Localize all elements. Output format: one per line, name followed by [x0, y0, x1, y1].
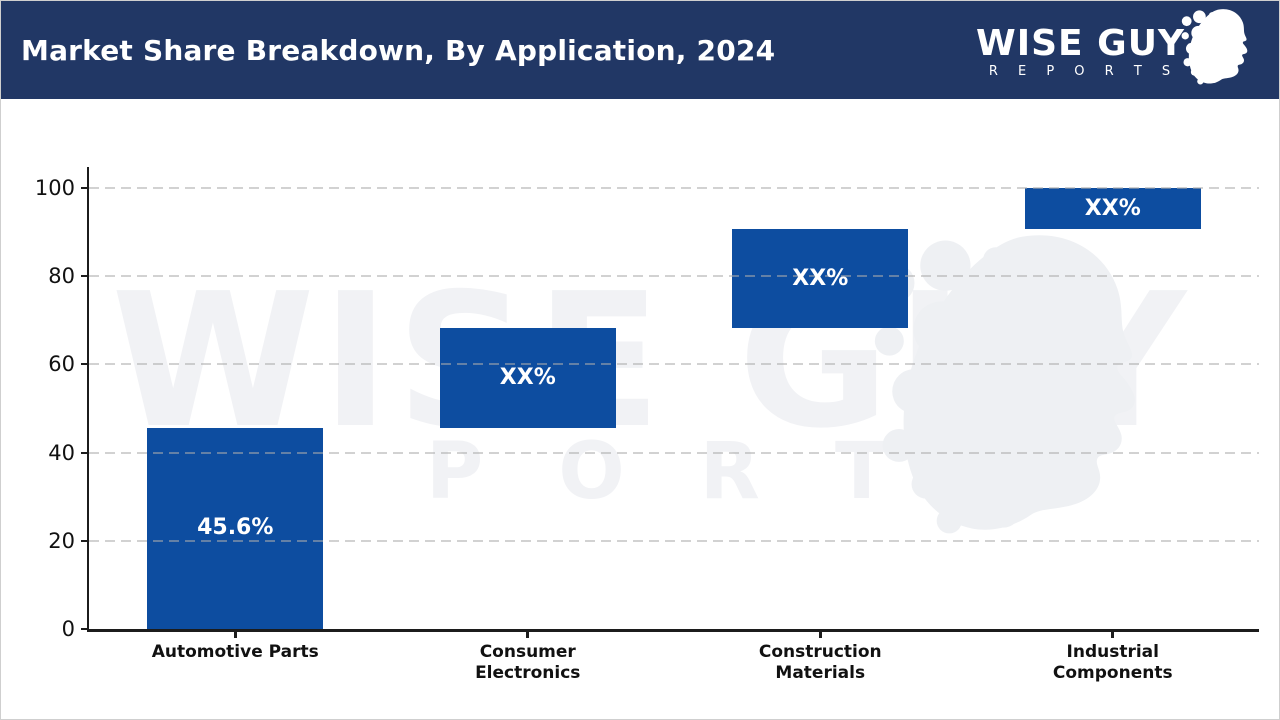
- y-tick-100: [81, 187, 89, 189]
- gridline-20: [89, 539, 1259, 542]
- x-label-consumer-electronics: Consumer Electronics: [475, 642, 581, 683]
- bar-industrial-components: [1024, 188, 1201, 229]
- y-tick-80: [81, 275, 89, 278]
- x-label-industrial-components: Industrial Components: [1052, 642, 1173, 683]
- wiseguy-logo: WISE GUY R E P O R T S: [976, 5, 1265, 97]
- y-tick-label-80: 80: [48, 264, 75, 289]
- y-tick-0: [81, 628, 89, 630]
- bar-value-label-construction-materials: XX%: [792, 265, 849, 291]
- y-tick-label-60: 60: [48, 352, 75, 377]
- x-tick-construction-materials: [818, 629, 822, 638]
- y-tick-20: [81, 539, 89, 542]
- gridline-80: [89, 275, 1259, 278]
- header-bar: Market Share Breakdown, By Application, …: [1, 1, 1279, 99]
- logo-subtitle: R E P O R T S: [988, 64, 1179, 79]
- gridline-40: [89, 451, 1259, 454]
- bar-consumer-electronics: [439, 328, 616, 428]
- x-label-automotive-parts: Automotive Parts: [151, 642, 319, 662]
- bar-automotive-parts: [147, 427, 324, 629]
- page-title: Market Share Breakdown, By Application, …: [21, 33, 776, 67]
- logo-wordmark: WISE GUY: [975, 23, 1185, 64]
- y-tick-label-20: 20: [48, 528, 75, 553]
- x-tick-industrial-components: [1111, 629, 1115, 638]
- bar-value-label-automotive-parts: 45.6%: [197, 515, 274, 541]
- y-tick-label-0: 0: [61, 617, 75, 641]
- x-axis-line: [87, 629, 1259, 632]
- x-label-construction-materials: Construction Materials: [758, 642, 882, 683]
- logo-head-icon: [1181, 9, 1248, 85]
- gridline-100: [89, 187, 1259, 189]
- y-tick-label-40: 40: [48, 440, 75, 465]
- x-tick-automotive-parts: [233, 629, 237, 638]
- y-axis-line: [87, 167, 89, 632]
- bar-value-label-industrial-components: XX%: [1084, 195, 1141, 221]
- y-tick-40: [81, 451, 89, 454]
- bar-value-label-consumer-electronics: XX%: [499, 365, 556, 391]
- gridline-60: [89, 363, 1259, 366]
- logo-text: WISE GUY R E P O R T S: [976, 23, 1185, 79]
- y-tick-label-100: 100: [34, 176, 75, 200]
- x-tick-consumer-electronics: [526, 629, 530, 638]
- y-tick-60: [81, 363, 89, 366]
